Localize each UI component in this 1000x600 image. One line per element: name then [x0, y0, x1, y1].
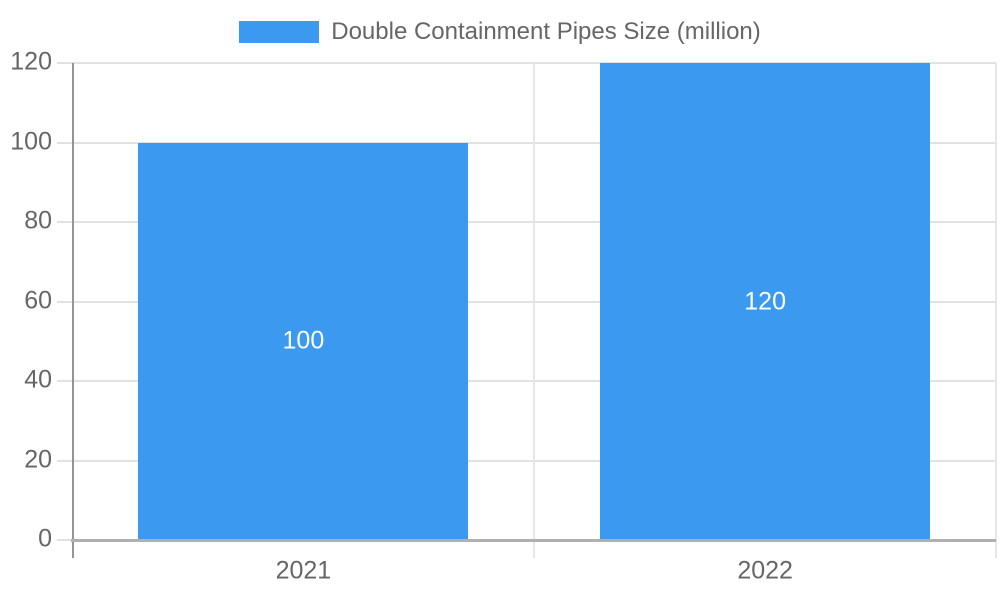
- y-tick-label: 120: [10, 47, 52, 76]
- y-tick-label: 60: [24, 286, 52, 314]
- bar-value-label: 100: [282, 326, 325, 355]
- band-separator-line: [995, 63, 997, 558]
- legend-label: Double Containment Pipes Size (million): [331, 18, 761, 45]
- y-gridline: [56, 221, 996, 223]
- bar: [138, 142, 469, 540]
- x-category-label: 2021: [275, 556, 332, 585]
- y-gridline: [56, 459, 996, 462]
- y-tick-label: 80: [24, 206, 52, 235]
- x-axis-baseline: [71, 538, 996, 542]
- legend-swatch: [239, 21, 320, 43]
- y-axis-line: [71, 63, 74, 558]
- y-tick-label: 100: [10, 127, 52, 155]
- y-gridline: [56, 141, 996, 144]
- y-tick-label: 0: [38, 524, 52, 553]
- y-tick-label: 40: [24, 365, 52, 394]
- y-gridline: [56, 62, 996, 64]
- y-gridline: [56, 300, 996, 303]
- band-separator-line: [533, 63, 536, 558]
- bar: [600, 63, 931, 540]
- x-category-label: 2022: [737, 556, 793, 585]
- legend: Double Containment Pipes Size (million): [0, 18, 1000, 45]
- y-gridline: [56, 380, 996, 382]
- y-tick-label: 20: [24, 445, 52, 473]
- bar-value-label: 120: [744, 287, 786, 315]
